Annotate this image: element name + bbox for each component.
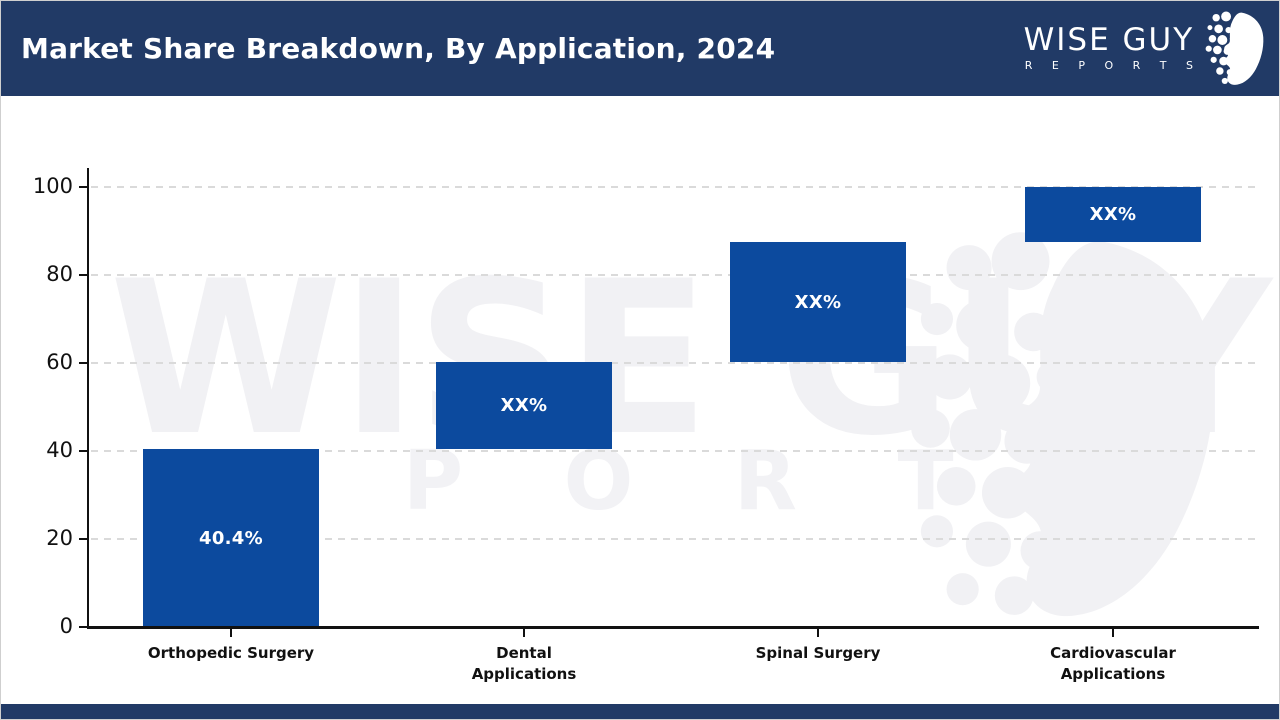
x-axis-label-cardiovascular-applications: Cardiovascular Applications	[1050, 644, 1176, 683]
y-tick-label: 60	[46, 350, 73, 374]
head-watermark-icon	[911, 232, 1214, 617]
y-tick-label: 40	[46, 438, 73, 462]
chart-title: Market Share Breakdown, By Application, …	[21, 32, 776, 65]
x-axis-line	[87, 626, 1259, 629]
gridline-20	[91, 538, 1257, 540]
y-tick-mark	[79, 274, 88, 276]
logo-subtext: R E P O R T S	[1024, 59, 1201, 72]
x-tick-mark	[523, 629, 525, 637]
bar-dental-applications: XX%	[436, 362, 612, 450]
x-tick-mark	[1112, 629, 1114, 637]
header-bar: Market Share Breakdown, By Application, …	[1, 1, 1279, 96]
y-tick-mark	[79, 450, 88, 452]
y-tick-mark	[79, 186, 88, 188]
bar-cardiovascular-applications: XX%	[1025, 187, 1201, 242]
y-tick-mark	[79, 362, 88, 364]
y-tick-label: 0	[59, 614, 73, 638]
x-axis-label-spinal-surgery: Spinal Surgery	[755, 644, 881, 662]
footer-bar	[1, 704, 1279, 719]
brand-logo-text: WISE GUY R E P O R T S	[1017, 22, 1201, 73]
bar-value-label: XX%	[1089, 204, 1137, 225]
y-tick-label: 80	[46, 262, 73, 286]
y-tick-label: 100	[32, 174, 73, 198]
bar-orthopedic-surgery: 40.4%	[143, 449, 319, 627]
y-tick-mark	[79, 626, 88, 628]
wiseguy-head-icon	[1205, 10, 1264, 85]
gridline-100	[91, 186, 1257, 188]
x-axis-label-dental-applications: Dental Applications	[471, 644, 577, 683]
bar-spinal-surgery: XX%	[730, 242, 906, 363]
bar-value-label: XX%	[500, 395, 548, 417]
logo-wordmark: WISE GUY	[1023, 22, 1195, 58]
y-axis-line	[87, 168, 89, 629]
gridline-60	[91, 362, 1257, 364]
bar-value-label: 40.4%	[199, 527, 263, 549]
x-tick-mark	[230, 629, 232, 637]
y-tick-label: 20	[46, 526, 73, 550]
y-tick-mark	[79, 538, 88, 540]
gridline-80	[91, 274, 1257, 276]
brand-logo: WISE GUY R E P O R T S	[1017, 9, 1267, 89]
bar-value-label: XX%	[794, 291, 842, 313]
x-tick-mark	[817, 629, 819, 637]
x-axis-label-orthopedic-surgery: Orthopedic Surgery	[147, 644, 315, 662]
gridline-40	[91, 450, 1257, 452]
